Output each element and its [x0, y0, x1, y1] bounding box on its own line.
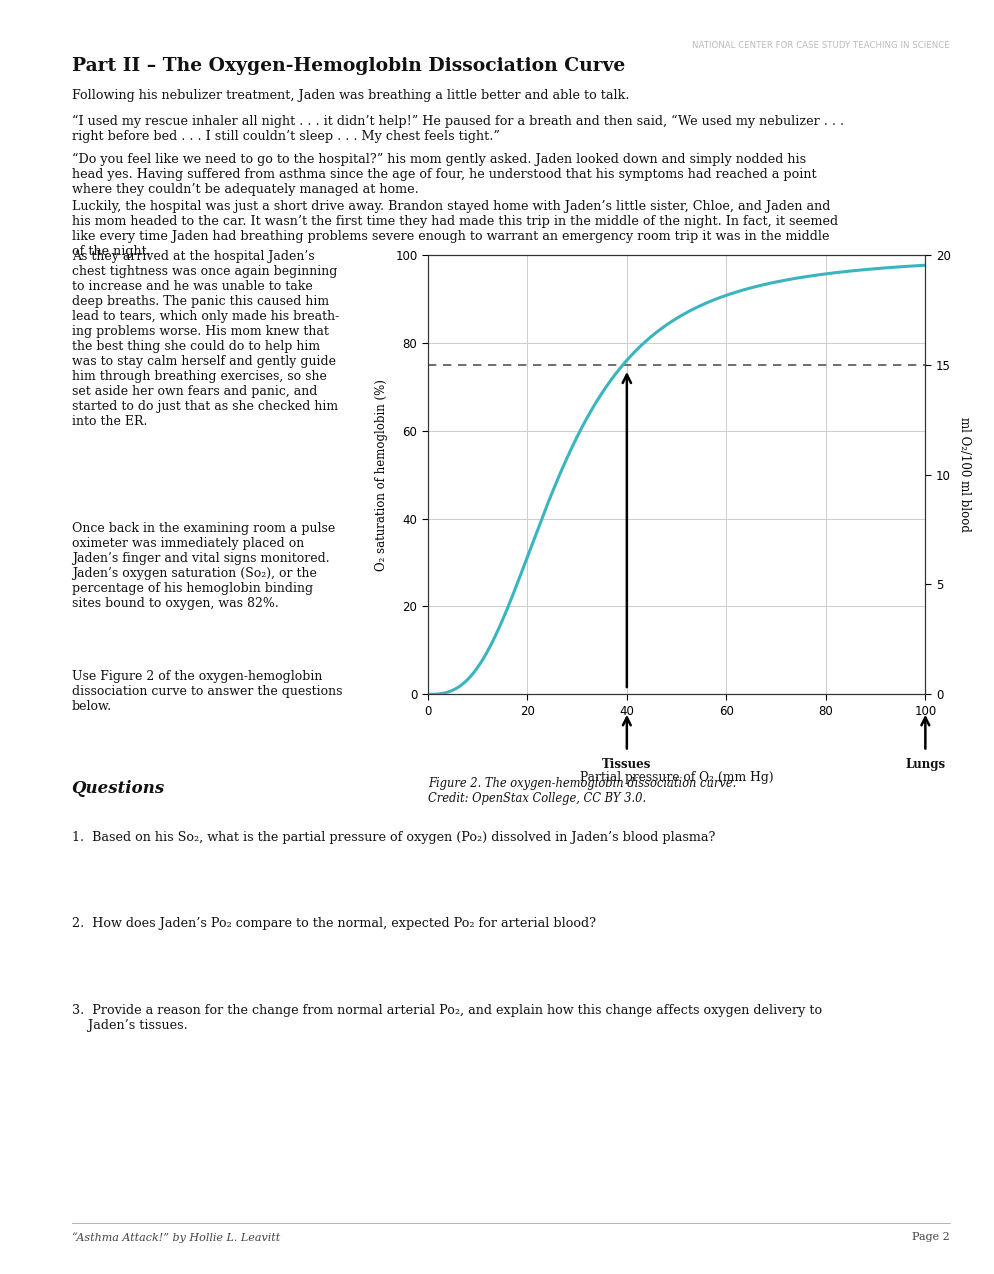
Y-axis label: O₂ saturation of hemoglobin (%): O₂ saturation of hemoglobin (%) [375, 378, 388, 571]
Text: Page 2: Page 2 [911, 1232, 949, 1242]
Text: 2.  How does Jaden’s Po₂ compare to the normal, expected Po₂ for arterial blood?: 2. How does Jaden’s Po₂ compare to the n… [72, 917, 595, 930]
Text: Tissues: Tissues [601, 758, 651, 771]
Text: Lungs: Lungs [905, 758, 944, 771]
Text: Partial pressure of O₂ (mm Hg): Partial pressure of O₂ (mm Hg) [580, 771, 772, 785]
Text: Once back in the examining room a pulse
oximeter was immediately placed on
Jaden: Once back in the examining room a pulse … [72, 522, 335, 610]
Text: Figure 2. The oxygen-hemoglobin dissociation curve.
Credit: OpenStax College, CC: Figure 2. The oxygen-hemoglobin dissocia… [427, 777, 736, 805]
Text: Questions: Questions [72, 780, 165, 796]
Text: “I used my rescue inhaler all night . . . it didn’t help!” He paused for a breat: “I used my rescue inhaler all night . . … [72, 115, 843, 143]
Text: “Do you feel like we need to go to the hospital?” his mom gently asked. Jaden lo: “Do you feel like we need to go to the h… [72, 153, 815, 196]
Text: “Asthma Attack!” by Hollie L. Leavitt: “Asthma Attack!” by Hollie L. Leavitt [72, 1232, 279, 1242]
Text: 3.  Provide a reason for the change from normal arterial Po₂, and explain how th: 3. Provide a reason for the change from … [72, 1004, 821, 1032]
Text: 1.  Based on his So₂, what is the partial pressure of oxygen (Po₂) dissolved in : 1. Based on his So₂, what is the partial… [72, 831, 715, 843]
Text: As they arrived at the hospital Jaden’s
chest tightness was once again beginning: As they arrived at the hospital Jaden’s … [72, 250, 339, 428]
Text: Part II – The Oxygen-Hemoglobin Dissociation Curve: Part II – The Oxygen-Hemoglobin Dissocia… [72, 57, 624, 75]
Text: NATIONAL CENTER FOR CASE STUDY TEACHING IN SCIENCE: NATIONAL CENTER FOR CASE STUDY TEACHING … [692, 41, 949, 50]
Text: Following his nebulizer treatment, Jaden was breathing a little better and able : Following his nebulizer treatment, Jaden… [72, 89, 628, 102]
Y-axis label: ml O₂/100 ml blood: ml O₂/100 ml blood [956, 417, 969, 533]
Text: Luckily, the hospital was just a short drive away. Brandon stayed home with Jade: Luckily, the hospital was just a short d… [72, 200, 837, 259]
Text: Use Figure 2 of the oxygen-hemoglobin
dissociation curve to answer the questions: Use Figure 2 of the oxygen-hemoglobin di… [72, 670, 342, 713]
